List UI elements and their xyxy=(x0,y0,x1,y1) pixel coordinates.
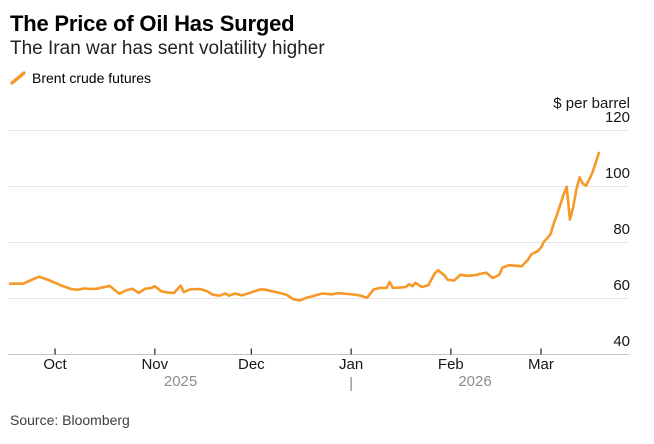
year-label: 2026 xyxy=(458,373,492,390)
y-tick-label: 80 xyxy=(613,220,630,238)
x-tick-label: Jan xyxy=(339,356,364,373)
y-tick-label: 100 xyxy=(604,164,630,182)
y-tick-label: 60 xyxy=(613,276,630,294)
source-note: Source: Bloomberg xyxy=(10,412,130,428)
year-label: 2025 xyxy=(163,373,198,390)
x-tick-label: Oct xyxy=(43,356,67,373)
x-tick-label: Mar xyxy=(528,356,554,373)
legend-line-icon xyxy=(10,71,26,85)
price-line xyxy=(8,151,601,302)
x-tick-label: Feb xyxy=(437,356,464,373)
y-tick-label: 120 xyxy=(604,108,630,126)
y-tick-label: 40 xyxy=(613,332,630,350)
legend: Brent crude futures xyxy=(10,70,151,86)
x-tick-label: Nov xyxy=(141,356,169,373)
chart-subtitle: The Iran war has sent volatility higher xyxy=(10,38,325,59)
y-axis-unit-label: $ per barrel xyxy=(553,95,630,112)
legend-label: Brent crude futures xyxy=(32,70,152,86)
x-tick-label: Dec xyxy=(238,356,265,373)
chart-title: The Price of Oil Has Surged xyxy=(10,11,295,36)
